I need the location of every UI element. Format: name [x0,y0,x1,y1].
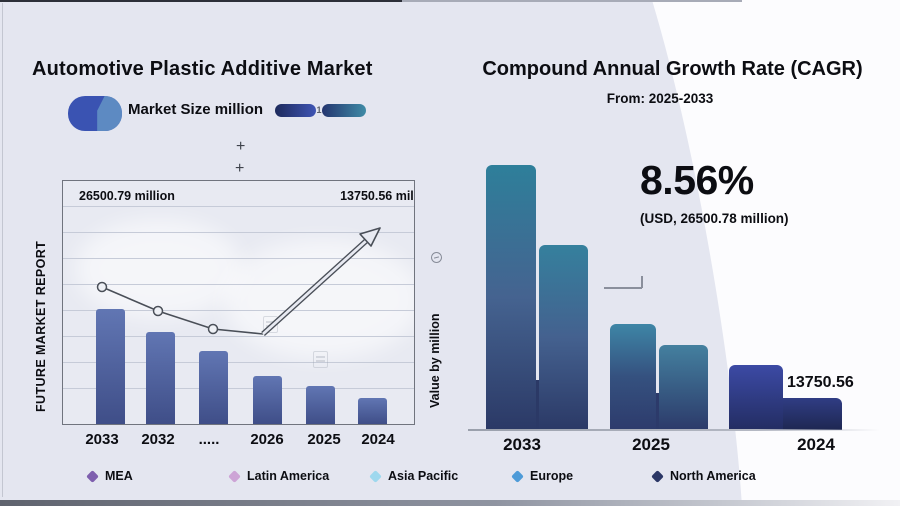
plus-mark-icon: + [236,138,246,155]
left-chart-panel: 26500.79 million 13750.56 million [62,180,415,425]
x-label: 2024 [361,431,395,448]
gridline [63,258,414,259]
gridline [63,284,414,285]
y-axis-label: Value by million [428,313,442,408]
bottom-border-strip [0,500,900,506]
end-value-label: 13750.56 million [340,189,414,203]
bar-connector [534,380,541,430]
bar-2026 [253,376,282,424]
cloud-watermark [223,239,414,359]
legend-label: North America [670,469,756,483]
x-label: 2032 [141,431,175,448]
cloud-watermark [75,219,243,319]
legend-label: Asia Pacific [388,469,459,483]
pill-separator: 1 [316,105,322,115]
x-label: 2025 [307,431,341,448]
bar-2033-series-1 [486,165,536,430]
right-chart-title: Compound Annual Growth Rate (CAGR) [482,58,863,80]
ratio-pill-blue [275,104,316,117]
legend-diamond-icon [651,469,664,483]
x-label: 2026 [250,431,284,448]
legend-item-europe: Europe [511,469,574,483]
legend-label: MEA [105,469,133,483]
trend-line-arrow [96,227,381,337]
gridline [63,336,414,337]
gridline [63,232,414,233]
right-chart-subtitle: From: 2025-2033 [606,91,714,106]
legend-label: Europe [530,469,574,483]
bar-2024-series-1 [729,365,783,430]
bar-2033 [96,309,125,424]
top-border-light [402,0,742,2]
gridline [63,310,414,311]
market-size-cylinder-icon [68,96,122,131]
cagr-detail: (USD, 26500.78 million) [640,211,789,226]
bar-2032 [146,332,175,424]
ratio-pill-teal [322,104,366,117]
legend-diamond-icon [511,469,524,483]
document-watermark-icon [313,351,328,368]
x-label: 2025 [632,435,670,454]
bar-connector [654,393,661,430]
plus-mark-icon: + [235,160,245,177]
legend-label: Latin America [247,469,330,483]
bar-2024-series-2 [783,398,842,430]
cylinder-facet [97,96,122,131]
bar-2025 [306,386,335,424]
legend-item-mea: MEA [86,469,133,483]
gridline [63,206,414,207]
legend-diamond-icon [369,469,382,483]
x-label: 2033 [85,431,119,448]
circled-minus-icon [431,252,442,263]
corner-bracket-line [604,287,642,289]
legend-item-north-america: North America [651,469,756,483]
top-border-dark [0,0,402,2]
legend-diamond-icon [86,469,99,483]
vertical-watermark: FUTURE MARKET REPORT [34,240,48,412]
corner-bracket-line [641,276,643,288]
bar-2024 [358,398,387,424]
left-chart-title: Automotive Plastic Additive Market [32,58,373,80]
legend-item-asia-pacific: Asia Pacific [369,469,459,483]
x-label: 2033 [503,435,541,454]
x-label: ..... [198,431,220,448]
market-size-label: Market Size million [128,101,264,118]
bar-2025-series-1 [610,324,656,430]
cagr-value: 8.56% [640,157,754,203]
x-label: 2024 [797,435,835,454]
legend-diamond-icon [228,469,241,483]
start-value-label: 26500.79 million [79,189,175,203]
bar-2033-series-2 [539,245,588,430]
right-x-axis-line [468,429,880,431]
right-annotation-value: 13750.56 [787,374,854,391]
bar-..... [199,351,228,424]
left-border [2,3,3,497]
bar-2025-series-2 [659,345,708,430]
gridline [63,388,414,389]
legend-item-latin-america: Latin America [228,469,330,483]
gridline [63,362,414,363]
